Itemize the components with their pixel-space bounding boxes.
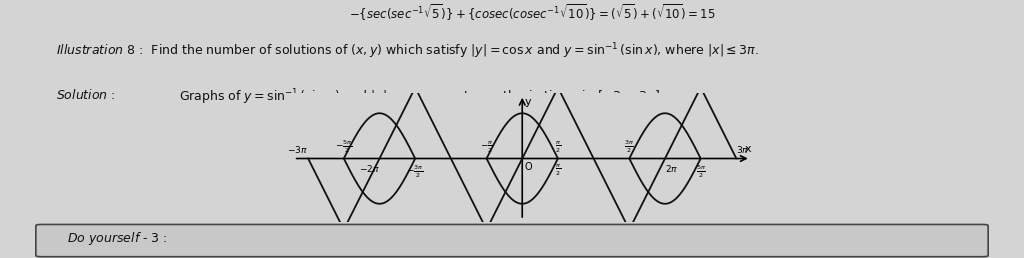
Text: O: O — [525, 162, 532, 172]
Text: $2\pi$: $2\pi$ — [665, 163, 678, 174]
Text: $-\{sec(sec^{-1}\sqrt{5})\}+\{cosec(cosec^{-1}\sqrt{10})\}=(\sqrt{5})+(\sqrt{10}: $-\{sec(sec^{-1}\sqrt{5})\}+\{cosec(cose… — [349, 3, 716, 23]
Text: $-\frac{5\pi}{2}$: $-\frac{5\pi}{2}$ — [335, 138, 352, 155]
Text: $\frac{5\pi}{2}$: $\frac{5\pi}{2}$ — [695, 163, 706, 180]
Text: $\frac{\pi}{2}$: $\frac{\pi}{2}$ — [555, 140, 561, 155]
Text: y: y — [525, 97, 531, 107]
Text: $\frac{3\pi}{2}$: $\frac{3\pi}{2}$ — [625, 138, 634, 155]
Text: $3\pi$: $3\pi$ — [736, 144, 750, 155]
FancyBboxPatch shape — [36, 224, 988, 257]
Text: Graphs of $y = \sin^{-1}(\mathrm{sin}\ x)$ and $|y| = \cos x$ meet exactly six t: Graphs of $y = \sin^{-1}(\mathrm{sin}\ x… — [179, 88, 664, 107]
Text: $\frac{\pi}{2}$: $\frac{\pi}{2}$ — [555, 163, 561, 178]
Text: x: x — [745, 144, 752, 155]
Text: $-\frac{3\pi}{2}$: $-\frac{3\pi}{2}$ — [407, 163, 424, 180]
Text: $-2\pi$: $-2\pi$ — [358, 163, 380, 174]
Text: $\mathit{Solution}$ :: $\mathit{Solution}$ : — [56, 88, 116, 102]
Text: $\mathit{Illustration\ 8}$ :  Find the number of solutions of $(x, y)$ which sat: $\mathit{Illustration\ 8}$ : Find the nu… — [56, 41, 759, 61]
Text: $-\frac{\pi}{2}$: $-\frac{\pi}{2}$ — [480, 140, 494, 155]
Text: $-3\pi$: $-3\pi$ — [288, 144, 308, 155]
Text: $\mathit{Do\ yourself}$ - 3 :: $\mathit{Do\ yourself}$ - 3 : — [67, 230, 167, 247]
